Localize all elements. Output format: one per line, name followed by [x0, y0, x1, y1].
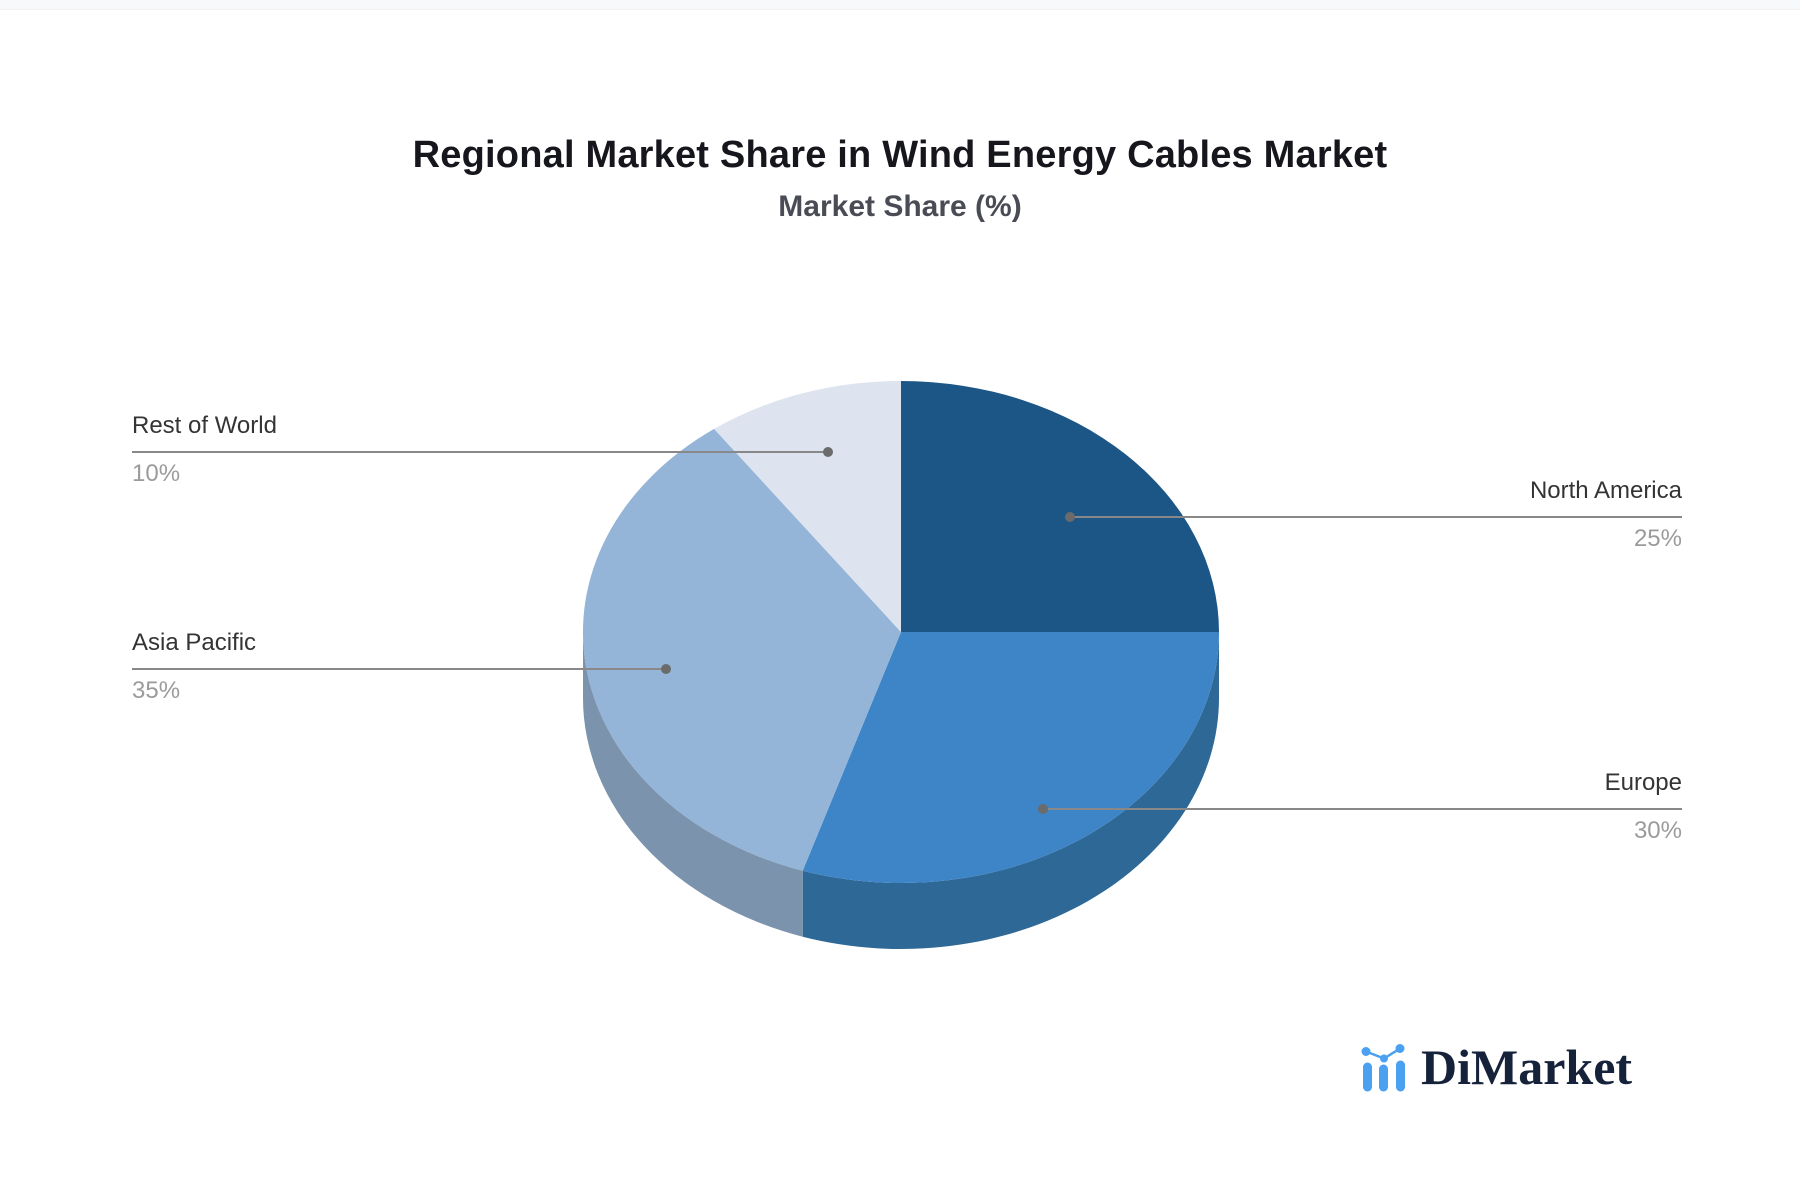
- slice-name: Europe: [1604, 769, 1682, 796]
- pie-slice-rest-of-world[interactable]: [714, 381, 901, 632]
- pie-slice-side-europe: [802, 632, 1219, 949]
- label-north-america: North America 25%: [1530, 476, 1682, 554]
- slice-name: Asia Pacific: [132, 629, 257, 656]
- slice-name: North America: [1529, 477, 1682, 504]
- label-rest-of-world: Rest of World 10%: [132, 411, 277, 489]
- chart-title: Regional Market Share in Wind Energy Cab…: [412, 134, 1388, 176]
- leader-dot: [1065, 512, 1075, 522]
- chart-subtitle: Market Share (%): [778, 190, 1022, 223]
- brand-logo-text: DiMarket: [1421, 1039, 1633, 1095]
- slice-percentage: 35%: [132, 677, 181, 704]
- pie-slice-europe[interactable]: [802, 632, 1219, 883]
- label-europe: Europe 30%: [1605, 768, 1682, 846]
- leader-dot: [661, 664, 671, 674]
- pie-slice-asia-pacific[interactable]: [582, 428, 901, 871]
- slice-name: Rest of World: [132, 412, 277, 439]
- brand-logo: DiMarket: [1356, 1040, 1632, 1093]
- bar-line-chart-icon: [1361, 1044, 1405, 1092]
- pie-slice-north-america[interactable]: [901, 381, 1219, 632]
- slice-percentage: 10%: [132, 460, 181, 487]
- leader-dot: [1038, 804, 1048, 814]
- pie-slice-side-asia-pacific: [583, 632, 803, 937]
- leader-dot: [823, 447, 833, 457]
- top-strip: [0, 0, 1800, 10]
- slice-percentage: 25%: [1633, 525, 1682, 552]
- slice-percentage: 30%: [1633, 817, 1682, 844]
- label-asia-pacific: Asia Pacific 35%: [132, 628, 256, 706]
